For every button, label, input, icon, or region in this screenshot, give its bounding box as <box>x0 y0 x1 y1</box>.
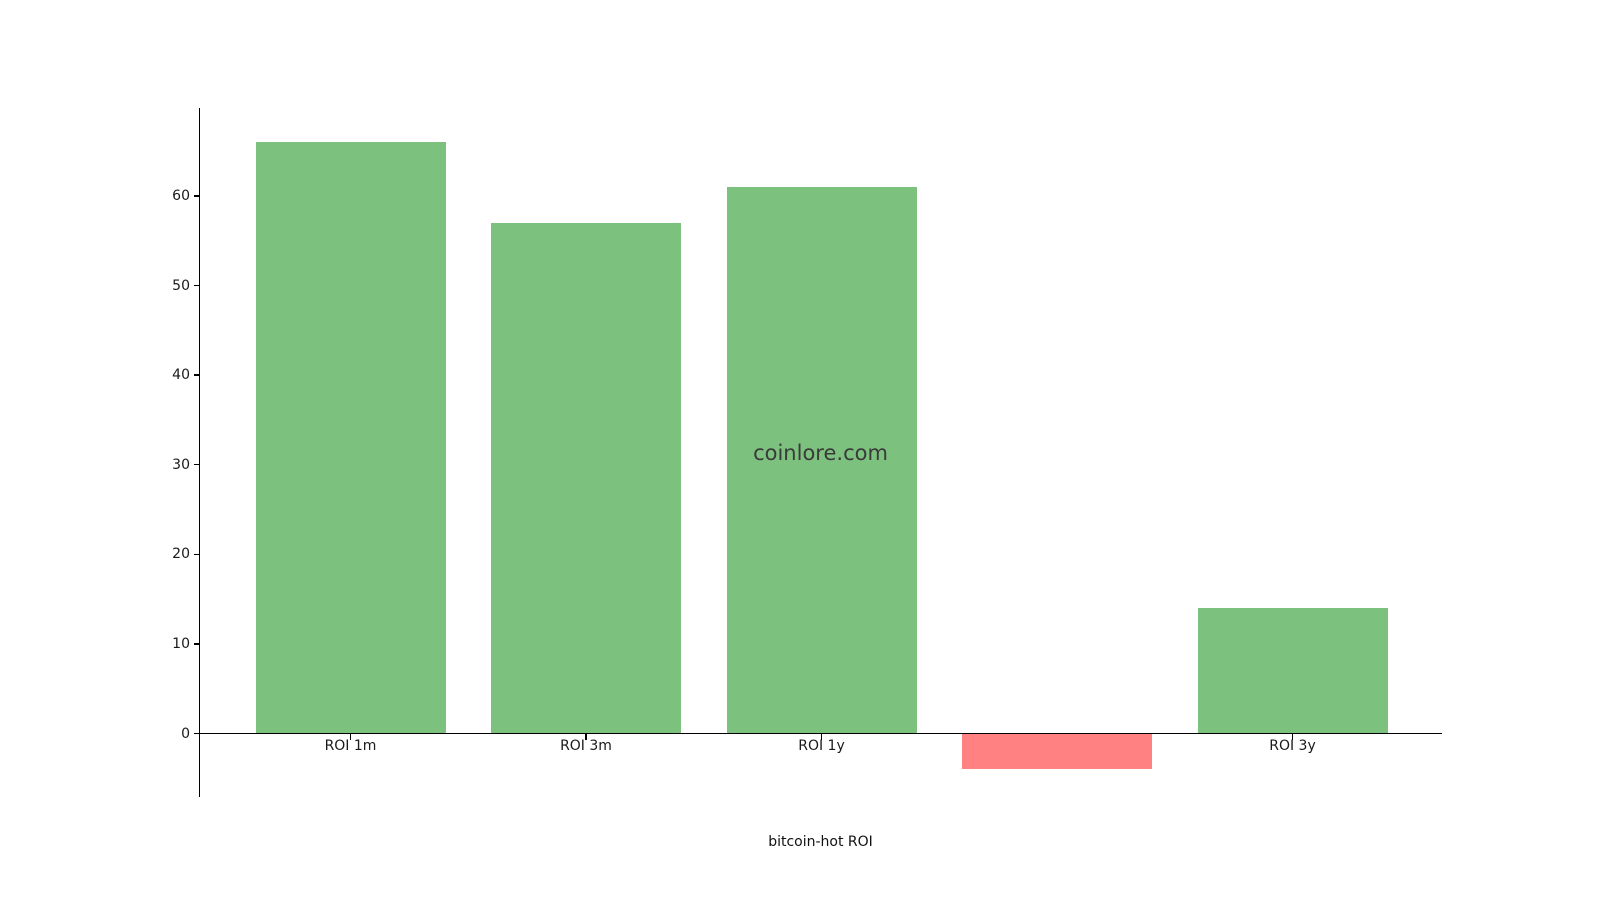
bar-roi-1m <box>255 142 446 734</box>
y-axis-tick-mark <box>194 463 199 466</box>
y-axis-tick-label: 50 <box>172 277 190 294</box>
y-axis-tick-mark <box>194 553 199 556</box>
bar-category-4 <box>962 733 1152 770</box>
y-axis-tick-mark <box>194 643 199 645</box>
x-axis-line <box>199 732 1442 735</box>
y-axis-tick-label: 10 <box>172 635 190 652</box>
x-axis-tick-label: ROI 1m <box>324 737 377 754</box>
bar-roi-1y <box>726 186 917 734</box>
y-axis-tick-label: 40 <box>172 367 190 384</box>
bar-roi-3m <box>491 222 681 734</box>
x-axis-tick-label: ROI 3m <box>560 737 612 754</box>
bar-roi-3y <box>1197 608 1388 734</box>
x-axis-tick-mark <box>1291 734 1294 741</box>
y-axis-tick-mark <box>194 284 199 287</box>
chart-title: bitcoin-hot ROI <box>768 834 873 850</box>
y-axis-tick-label: 20 <box>172 546 190 563</box>
x-axis-tick-mark <box>820 734 823 741</box>
x-axis-tick-mark <box>349 734 352 741</box>
y-axis-tick-label: 30 <box>172 456 190 473</box>
y-axis-line <box>198 108 200 797</box>
watermark: coinlore.com <box>753 440 888 465</box>
y-axis-tick-mark <box>194 732 199 735</box>
x-axis-tick-label: ROI 1y <box>798 737 845 754</box>
y-axis-tick-mark <box>194 374 199 376</box>
y-axis-tick-label: 60 <box>172 187 190 204</box>
x-axis-tick-label: ROI 3y <box>1269 737 1316 754</box>
x-axis-tick-mark <box>585 734 587 741</box>
y-axis-tick-label: 0 <box>181 725 190 742</box>
y-axis-tick-mark <box>194 195 199 197</box>
